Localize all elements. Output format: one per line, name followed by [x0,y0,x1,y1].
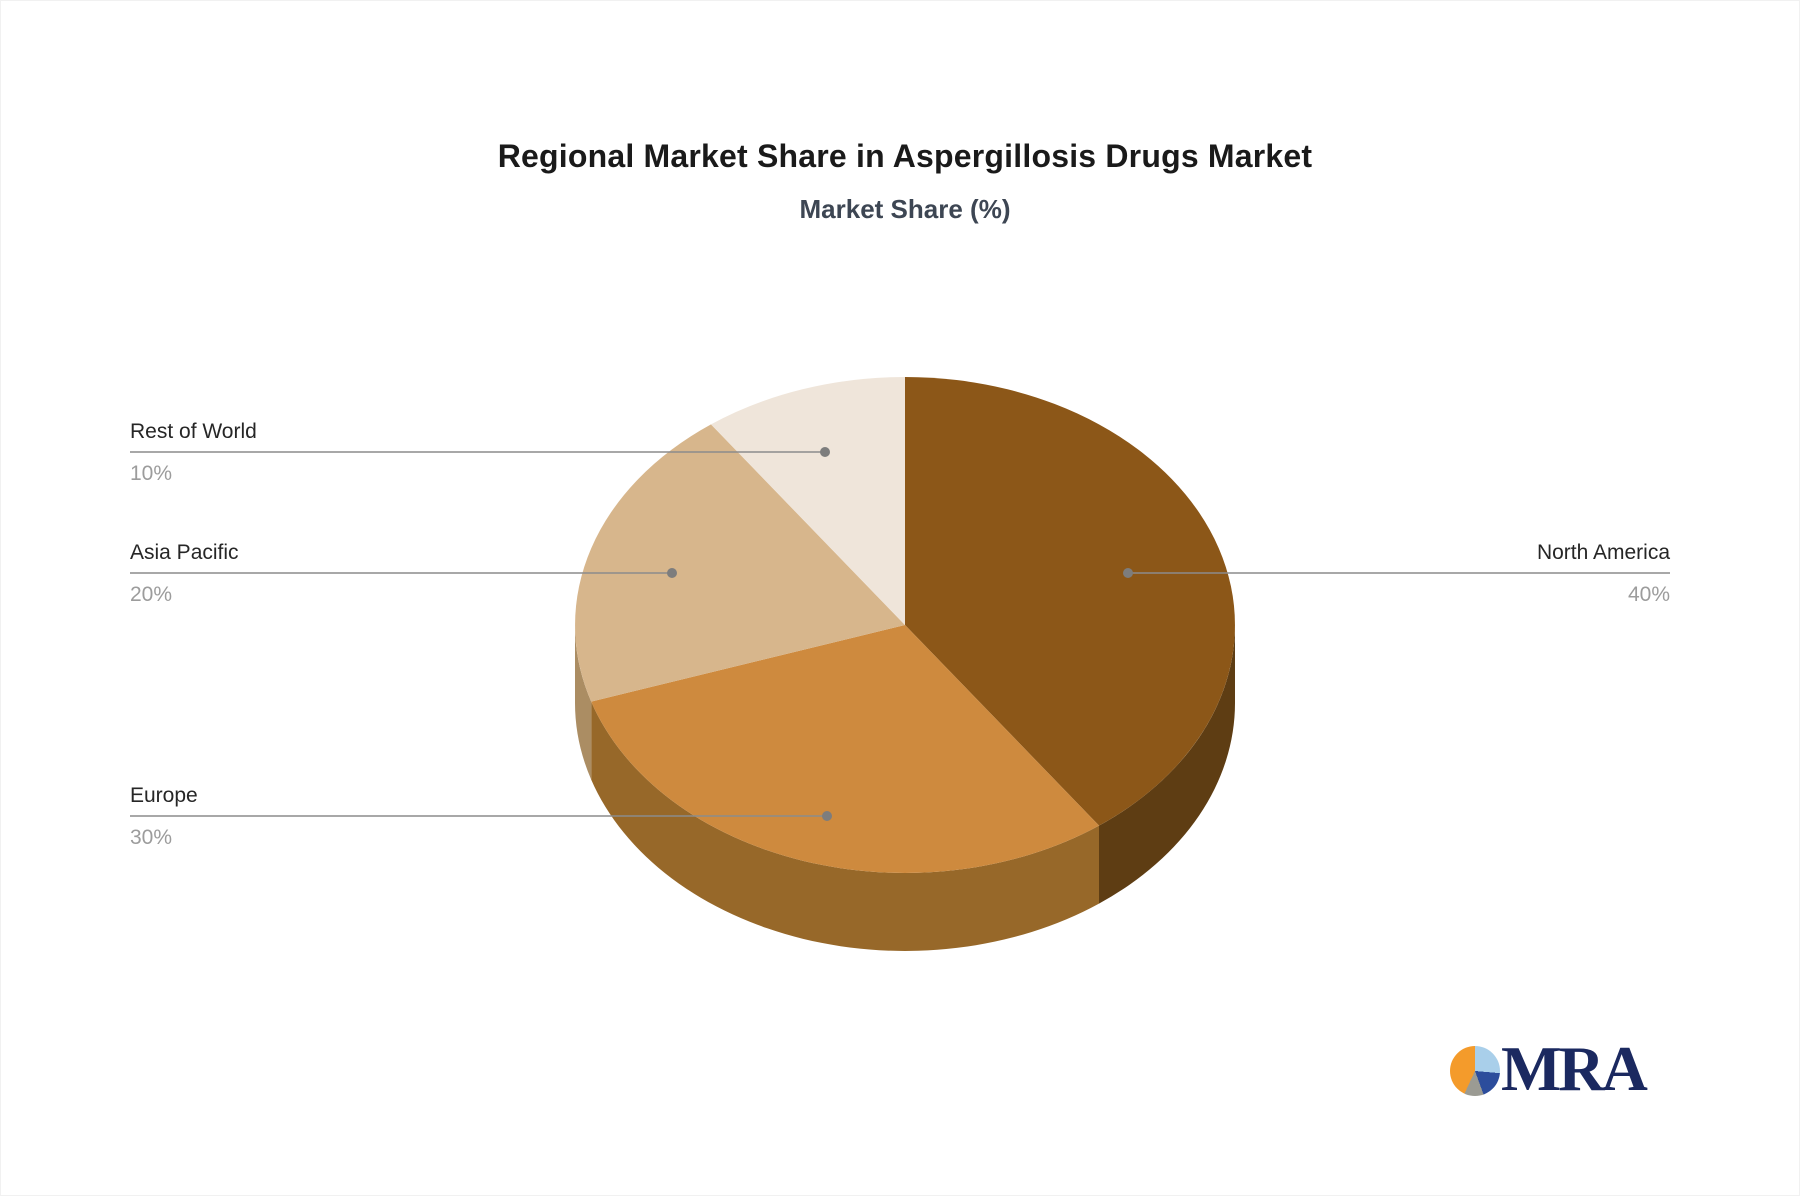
pie-slice-europe[interactable] [591,625,1099,873]
slice-label-asia-pacific: Asia Pacific [130,541,239,564]
leader-dot-north-america [1123,568,1133,578]
chart-title: Regional Market Share in Aspergillosis D… [497,138,1313,174]
slice-value-europe: 30% [130,826,173,849]
brand-logo: MRA [1450,1033,1648,1105]
pie-slice-side-north-america [1099,625,1235,904]
leader-dot-europe [822,811,832,821]
slice-value-north-america: 40% [1627,583,1670,606]
leader-dot-rest-of-world [820,447,830,457]
pie-slice-rest-of-world[interactable] [711,377,905,625]
slice-label-europe: Europe [130,784,198,807]
chart-subtitle: Market Share (%) [799,194,1011,224]
pie-logo-icon [1450,1046,1500,1096]
leader-dot-asia-pacific [667,568,677,578]
pie-slice-asia-pacific[interactable] [575,424,905,702]
slice-label-north-america: North America [1536,541,1670,564]
slice-value-rest-of-world: 10% [130,462,173,485]
pie-slice-north-america[interactable] [905,377,1235,826]
pie-slice-side-asia-pacific [575,625,592,780]
pie-slice-side-europe [591,701,1099,951]
brand-logo-text: MRA [1501,1033,1648,1104]
slice-value-asia-pacific: 20% [130,583,173,606]
slice-label-rest-of-world: Rest of World [130,420,257,443]
